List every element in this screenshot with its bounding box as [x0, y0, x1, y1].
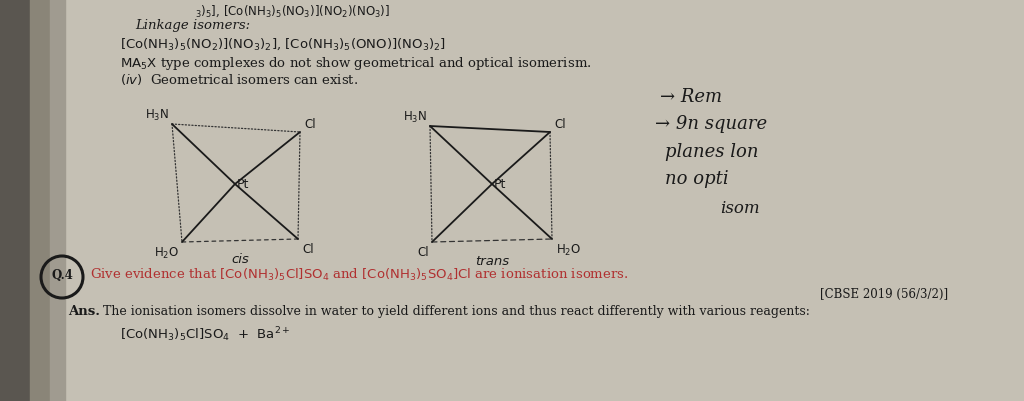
Text: $\mathrm{H_3N}$: $\mathrm{H_3N}$	[402, 109, 427, 125]
Text: $\mathrm{H_2O}$: $\mathrm{H_2O}$	[556, 242, 582, 257]
Text: $\mathrm{H_3N}$: $\mathrm{H_3N}$	[144, 107, 169, 123]
Text: Cl: Cl	[302, 242, 313, 255]
Text: planes lon: planes lon	[665, 143, 759, 160]
Text: Q.4: Q.4	[51, 269, 73, 282]
Text: → 9n square: → 9n square	[655, 115, 767, 133]
Text: Pt: Pt	[494, 178, 507, 191]
Text: $\mathrm{MA_5X}$ type complexes do not show geometrical and optical isomerism.: $\mathrm{MA_5X}$ type complexes do not s…	[120, 55, 592, 72]
Text: Linkage isomers:: Linkage isomers:	[135, 19, 250, 32]
Bar	[0, 0, 30, 401]
Text: $(iv)$  Geometrical isomers can exist.: $(iv)$ Geometrical isomers can exist.	[120, 72, 358, 87]
Text: Give evidence that $[\mathrm{Co(NH_3)_5Cl]SO_4}$ and $[\mathrm{Co(NH_3)_5SO_4]Cl: Give evidence that $[\mathrm{Co(NH_3)_5C…	[90, 266, 629, 282]
Text: The ionisation isomers dissolve in water to yield different ions and thus react : The ionisation isomers dissolve in water…	[103, 304, 810, 317]
Text: → Rem: → Rem	[660, 88, 722, 106]
Text: Cl: Cl	[304, 118, 315, 131]
Text: isom: isom	[720, 200, 760, 217]
Text: cis: cis	[231, 252, 249, 265]
Bar	[30, 0, 50, 401]
Text: trans: trans	[475, 254, 509, 267]
Text: $[\mathrm{Co(NH_3)_5Cl]SO_4}$  $+$  $\mathrm{Ba^{2+}}$: $[\mathrm{Co(NH_3)_5Cl]SO_4}$ $+$ $\math…	[120, 324, 291, 343]
Text: Ans.: Ans.	[68, 304, 100, 317]
Text: Cl: Cl	[554, 118, 565, 131]
Text: $_3)_5]$, $[\mathrm{Co(NH_3)_5(NO_3)}](\mathrm{NO_2})(\mathrm{NO_3})]$: $_3)_5]$, $[\mathrm{Co(NH_3)_5(NO_3)}](\…	[195, 4, 390, 19]
Text: Pt: Pt	[237, 178, 250, 191]
Text: $[\mathrm{Co(NH_3)_5(NO_2)}](\mathrm{NO_3})_2]$, $[\mathrm{Co(NH_3)_5(ONO)}](\ma: $[\mathrm{Co(NH_3)_5(NO_2)}](\mathrm{NO_…	[120, 37, 446, 53]
Text: [CBSE 2019 (56/3/2)]: [CBSE 2019 (56/3/2)]	[820, 287, 948, 300]
Text: no opti: no opti	[665, 170, 729, 188]
Text: $\mathrm{H_2O}$: $\mathrm{H_2O}$	[154, 245, 179, 261]
Bar	[50, 0, 65, 401]
Text: Cl: Cl	[418, 245, 429, 258]
